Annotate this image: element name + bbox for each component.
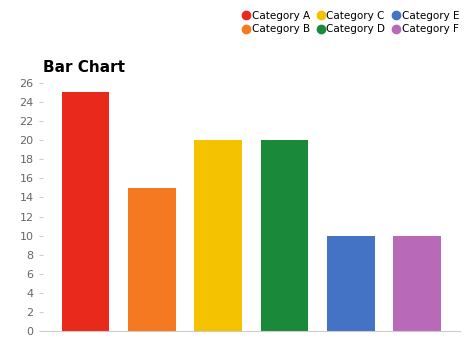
Bar bbox=[128, 188, 176, 331]
Bar bbox=[327, 236, 374, 331]
Legend: Category A, Category B, Category C, Category D, Category E, Category F: Category A, Category B, Category C, Cate… bbox=[241, 9, 462, 36]
Bar bbox=[393, 236, 441, 331]
Bar bbox=[62, 92, 109, 331]
Text: Bar Chart: Bar Chart bbox=[43, 60, 125, 75]
Bar bbox=[261, 140, 308, 331]
Bar bbox=[194, 140, 242, 331]
